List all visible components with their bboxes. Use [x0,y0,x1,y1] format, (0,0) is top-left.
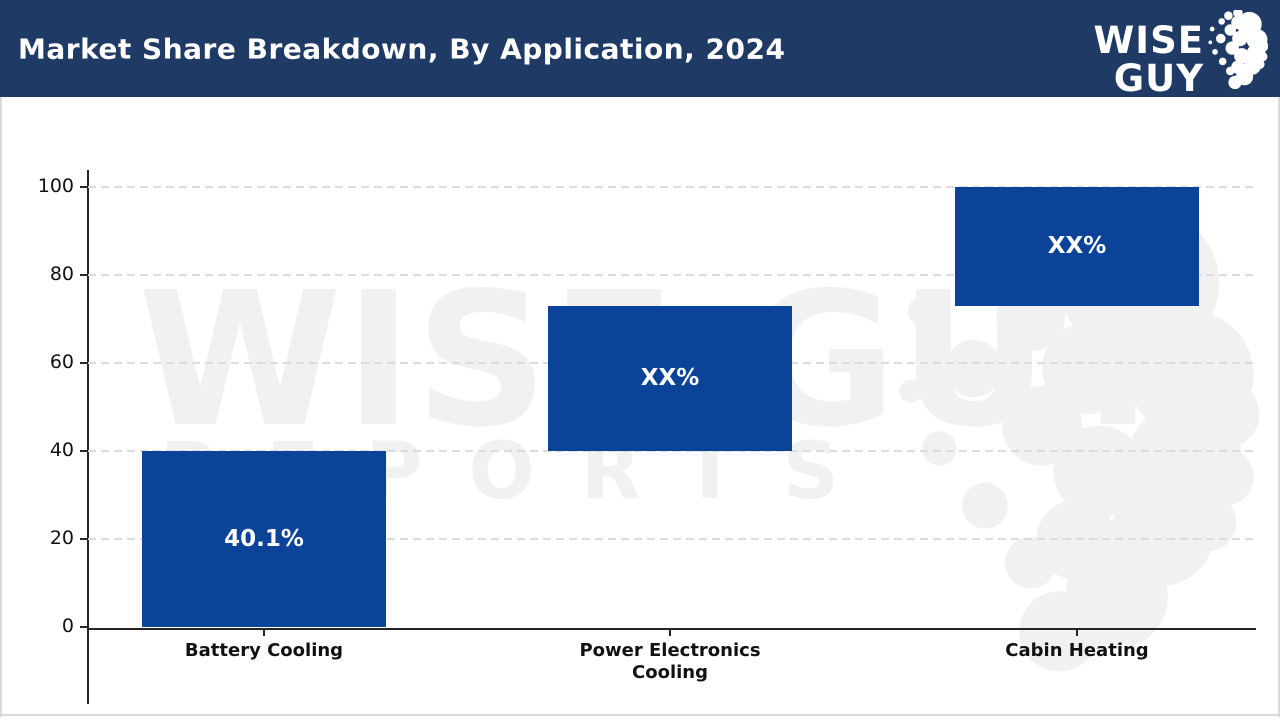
dotted-head-icon [1208,10,1268,90]
brand-name: WISE GUY [1093,19,1204,100]
gridline-80 [88,274,1256,276]
brand-logo: WISE GUY REPORTS [1010,6,1270,116]
y-tick-label-60: 60 [49,351,74,373]
y-tick-label-0: 0 [61,615,74,637]
y-tick-label-40: 40 [49,439,74,461]
x-tick-2 [1076,629,1078,636]
page-title: Market Share Breakdown, By Application, … [18,32,786,65]
y-tick-label-20: 20 [49,527,74,549]
y-tick-label-80: 80 [49,263,74,285]
frame-bottom-border [0,714,1280,716]
gridline-40 [88,450,1256,452]
bar-segment: XX% [955,187,1199,306]
x-tick-1 [669,629,671,636]
bar-segment: 40.1% [142,450,386,627]
gridline-100 [88,186,1256,188]
frame-left-border [0,97,2,717]
plot-region: 0 20 40 60 80 100 40.1% XX% XX% Battery Cooling Po… [0,97,1280,720]
gridline-20 [88,538,1256,540]
x-tick-0 [263,629,265,636]
y-tick-40 [80,450,87,452]
frame-right-border [1278,97,1280,717]
bar-value-label: XX% [1047,233,1107,260]
y-tick-100 [80,186,87,188]
chart-area: WISE GUY REPORTS [0,97,1280,720]
bar-value-label: XX% [640,365,700,392]
x-category-label: Power Electronics Cooling [579,640,761,683]
y-tick-20 [80,538,87,540]
bar-value-label: 40.1% [224,525,304,552]
y-axis-line [87,170,89,704]
x-category-label: Cabin Heating [1005,640,1149,661]
x-category-label: Battery Cooling [184,640,344,661]
y-tick-label-100: 100 [37,175,74,197]
bar-segment: XX% [548,305,792,451]
y-tick-60 [80,362,87,364]
y-tick-0 [80,626,87,628]
header-bar: Market Share Breakdown, By Application, … [0,0,1280,116]
y-tick-80 [80,274,87,276]
x-axis-line [87,628,1256,630]
